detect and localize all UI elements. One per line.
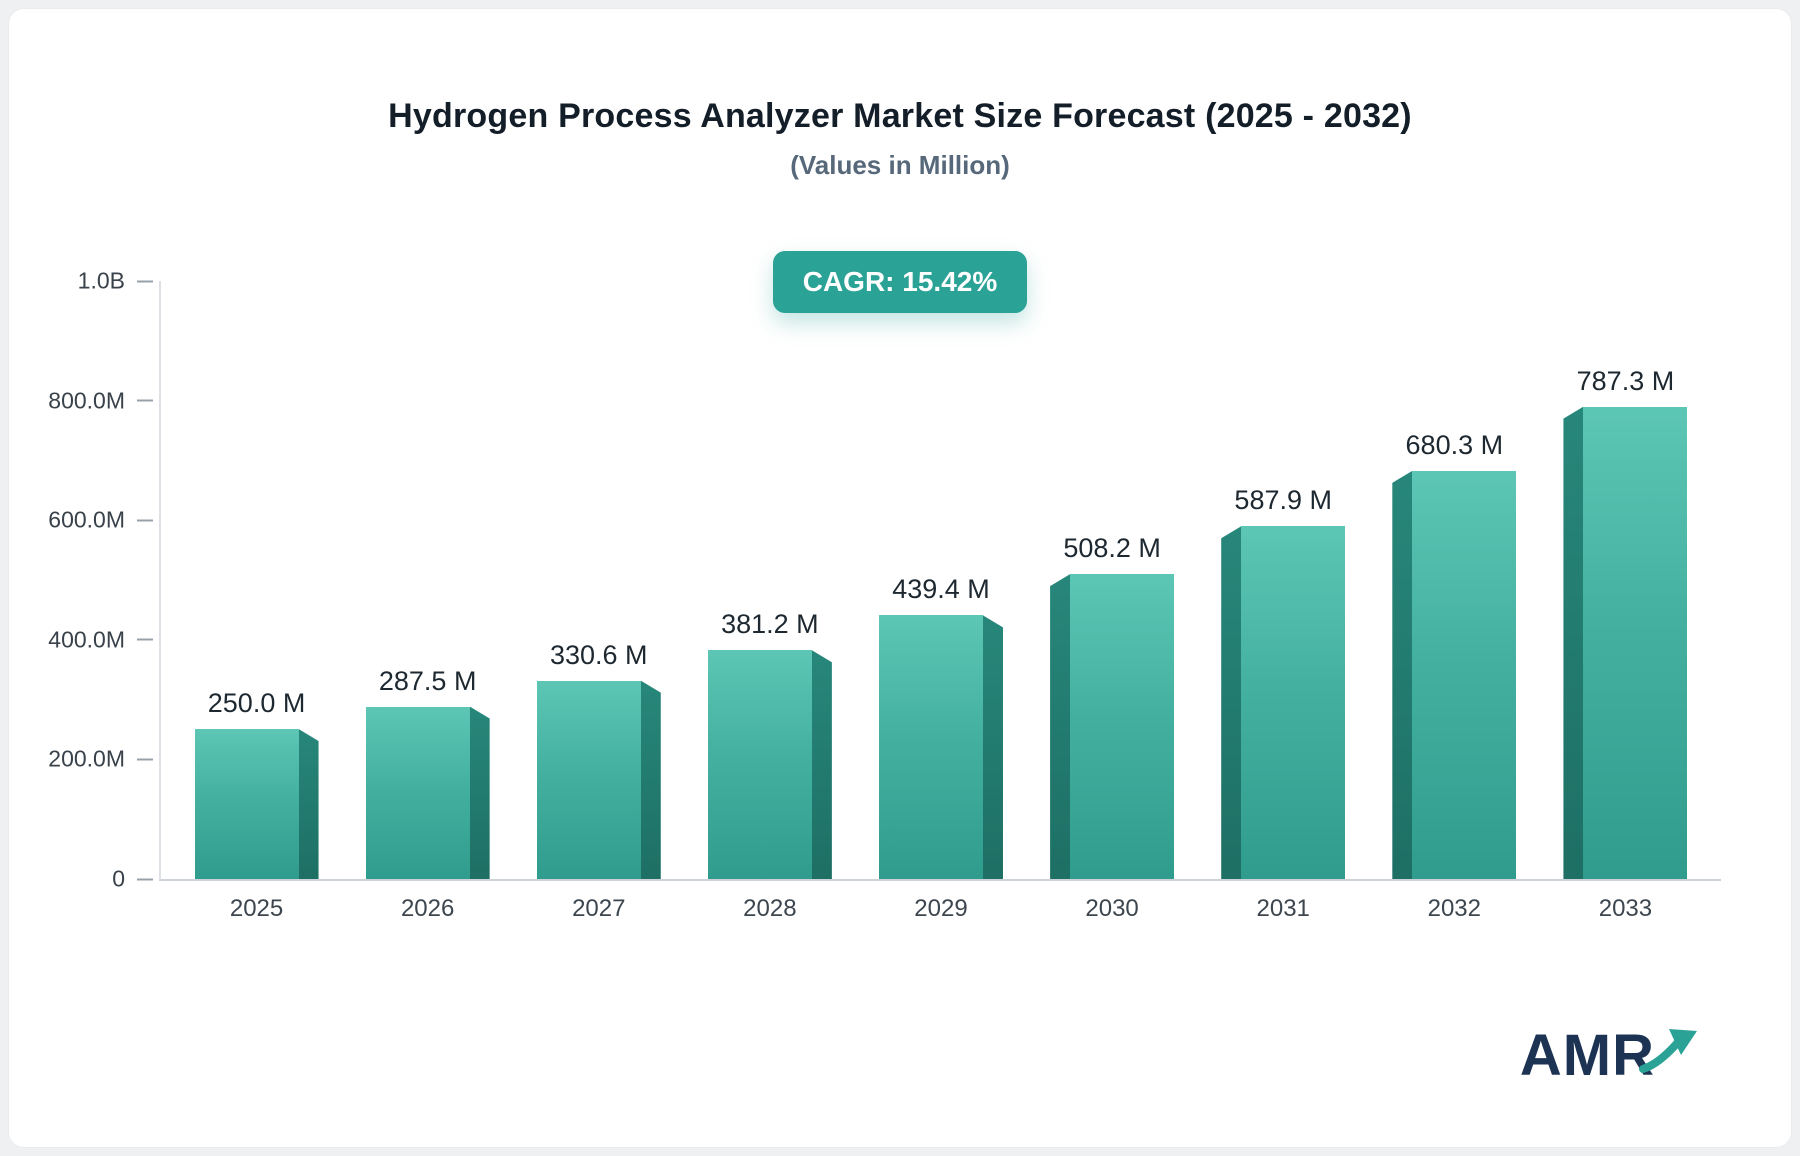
bar-slot: 381.2 M 2028 [684,281,855,922]
bar-side-shade [640,680,661,879]
chart-subtitle: (Values in Million) [790,150,1010,180]
y-tick-mark [137,758,153,761]
bar-value-label: 250.0 M [207,688,306,718]
bar-face [365,706,470,879]
y-tick-label: 1.0B [77,267,125,294]
bar-side-shade [1050,574,1071,879]
x-axis-label: 2026 [400,895,455,922]
amr-logo-text: AMR [1519,1023,1655,1088]
y-tick: 1.0B [78,268,161,295]
y-tick-mark [137,638,153,641]
y-tick-mark [137,280,153,282]
y-tick-label: 400.0M [48,626,125,653]
bar-side-shade [298,729,319,879]
bar-2029 [878,615,1003,879]
x-axis-label: 2033 [1598,895,1653,922]
growth-arrow-icon [1639,1028,1697,1073]
bar-value-label: 680.3 M [1405,429,1504,460]
bar-value-label: 381.2 M [721,609,819,640]
plot-area: 250.0 M 2025 287.5 M 2026 330.6 M 2027 381.2 M… [48,268,1721,922]
y-tick-label: 0 [112,865,125,892]
bar-2031 [1221,526,1346,879]
x-axis-label: 2031 [1256,895,1310,922]
x-axis-label: 2032 [1427,895,1481,922]
y-tick: 0 [112,866,161,893]
y-tick: 600.0M [48,507,161,534]
bar-slot: 787.3 M 2033 [1540,281,1711,922]
y-tick-mark [137,878,153,880]
bars-row: 250.0 M 2025 287.5 M 2026 330.6 M 2027 381.2 M… [161,281,1721,922]
bar-face [878,615,983,879]
bar-2026 [365,706,490,879]
bar-value-label: 787.3 M [1576,365,1675,396]
bar-face [1070,574,1175,879]
bar-side-shade [1221,526,1242,879]
bar-slot: 250.0 M 2025 [171,281,342,922]
x-axis-label: 2025 [229,895,284,922]
bar-face [536,680,641,879]
x-axis-label: 2030 [1085,895,1139,922]
y-tick-mark [137,399,153,402]
y-tick-label: 800.0M [48,387,125,414]
bar-2025 [194,729,319,879]
x-axis-label: 2028 [743,895,797,922]
bar-slot: 330.6 M 2027 [513,281,684,922]
bar-side-shade [469,706,490,879]
bar-2030 [1050,574,1175,879]
y-tick: 200.0M [48,746,161,773]
y-tick-mark [137,519,153,522]
bar-face [1412,470,1517,879]
bar-value-label: 508.2 M [1063,533,1161,564]
chart-card: Hydrogen Process Analyzer Market Size Fo… [8,8,1792,1148]
badge-row: CAGR: 15.42% [9,251,1791,313]
bar-slot: 587.9 M 2031 [1198,281,1369,922]
bar-value-label: 439.4 M [892,574,990,605]
y-tick: 800.0M [48,387,161,414]
y-tick: 400.0M [48,626,161,653]
cagr-badge: CAGR: 15.42% [772,251,1028,313]
bar-slot: 680.3 M 2032 [1369,281,1540,922]
bar-2033 [1563,406,1688,879]
bar-face [194,729,299,879]
bar-slot: 287.5 M 2026 [342,281,513,922]
bar-side-shade [982,615,1003,879]
bar-value-label: 287.5 M [378,665,477,696]
y-tick-label: 200.0M [48,745,125,772]
chart-title: Hydrogen Process Analyzer Market Size Fo… [388,97,1412,135]
bar-value-label: 587.9 M [1234,485,1332,516]
x-axis-label: 2027 [572,895,626,922]
bar-slot: 439.4 M 2029 [855,281,1026,922]
bar-2028 [707,650,832,879]
bar-side-shade [1392,470,1413,879]
bar-value-label: 330.6 M [549,639,648,670]
y-tick-label: 600.0M [48,506,125,533]
amr-logo: AMR [1520,1022,1703,1089]
bar-face [1583,406,1688,879]
bar-face [1241,526,1346,879]
bar-2027 [536,680,661,879]
bar-side-shade [1563,406,1584,879]
bar-face [707,650,812,879]
bar-side-shade [811,650,832,879]
bar-2032 [1392,470,1517,879]
bar-slot: 508.2 M 2030 [1027,281,1198,922]
x-axis-label: 2029 [914,895,968,922]
